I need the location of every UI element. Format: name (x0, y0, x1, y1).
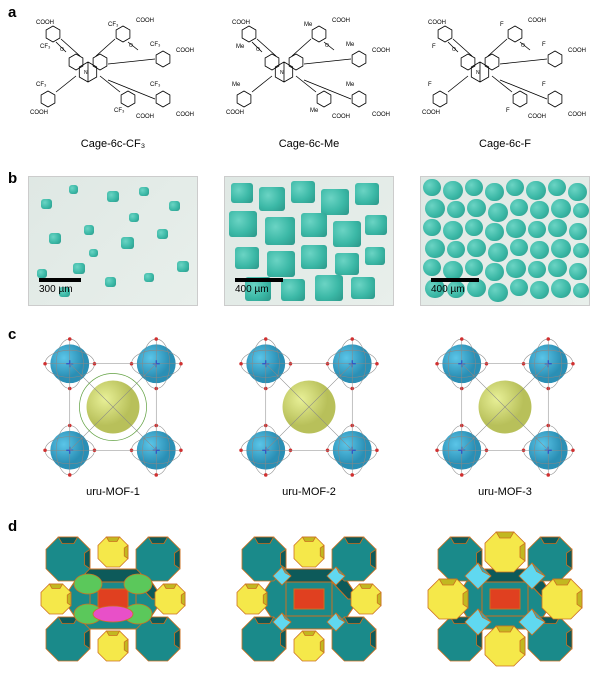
svg-text:COOH: COOH (568, 112, 586, 118)
svg-text:F: F (500, 22, 504, 28)
svg-text:COOH: COOH (36, 20, 54, 26)
svg-text:COOH: COOH (422, 110, 440, 116)
svg-text:O: O (60, 47, 64, 53)
svg-text:COOH: COOH (528, 18, 546, 24)
svg-text:Me: Me (236, 44, 245, 50)
svg-text:Me: Me (346, 82, 355, 88)
microscopy-0: 300 µm (28, 176, 198, 306)
svg-text:Me: Me (304, 22, 313, 28)
svg-text:Me: Me (346, 42, 355, 48)
svg-text:O: O (452, 47, 456, 53)
svg-text:COOH: COOH (226, 110, 244, 116)
svg-text:COOH: COOH (176, 48, 194, 54)
crystal-caption: uru-MOF-2 (282, 486, 336, 498)
chem-caption: Cage-6c-CF₃ (81, 138, 145, 150)
svg-text:COOH: COOH (428, 20, 446, 26)
svg-text:CF₃: CF₃ (114, 108, 125, 114)
svg-text:O: O (325, 43, 329, 49)
svg-text:COOH: COOH (136, 18, 154, 24)
chem-caption: Cage-6c-Me (279, 138, 340, 150)
polyhedra-2 (420, 524, 590, 674)
svg-text:F: F (506, 108, 510, 114)
svg-text:F: F (542, 42, 546, 48)
svg-text:N: N (280, 70, 284, 76)
svg-text:CF₃: CF₃ (150, 82, 161, 88)
chem-structure-0: COOH COOH COOH COOH COOH COOH CF₃ CF₃ CF… (28, 4, 198, 150)
svg-text:CF₃: CF₃ (150, 42, 161, 48)
svg-text:COOH: COOH (136, 114, 154, 120)
chem-caption: Cage-6c-F (479, 138, 531, 150)
svg-text:COOH: COOH (372, 48, 390, 54)
row-polyhedra (28, 524, 590, 674)
svg-text:COOH: COOH (30, 110, 48, 116)
chem-structure-1: COOH COOH COOH COOH COOH COOH Me Me Me M… (224, 4, 394, 150)
polyhedra-1 (224, 524, 394, 674)
scalebar: 400 µm (235, 278, 283, 295)
row-chemical-structures: COOH COOH COOH COOH COOH COOH CF₃ CF₃ CF… (28, 4, 590, 150)
panel-label-c: c (8, 326, 16, 343)
svg-text:Me: Me (310, 108, 319, 114)
crystal-caption: uru-MOF-1 (86, 486, 140, 498)
svg-text:F: F (428, 82, 432, 88)
svg-text:O: O (521, 43, 525, 49)
crystal-structure-2: uru-MOF-3 (420, 332, 590, 498)
row-crystal-structures: uru-MOF-1 (28, 332, 590, 498)
svg-text:N: N (476, 70, 480, 76)
svg-text:N: N (84, 70, 88, 76)
svg-text:COOH: COOH (372, 112, 390, 118)
svg-text:O: O (256, 47, 260, 53)
svg-text:O: O (129, 43, 133, 49)
microscopy-2: 400 µm (420, 176, 590, 306)
crystal-structure-0: uru-MOF-1 (28, 332, 198, 498)
microscopy-1: 400 µm (224, 176, 394, 306)
polyhedra-0 (28, 524, 198, 674)
crystal-caption: uru-MOF-3 (478, 486, 532, 498)
svg-text:F: F (542, 82, 546, 88)
svg-text:F: F (432, 44, 436, 50)
crystal-structure-1: uru-MOF-2 (224, 332, 394, 498)
row-microscopy: 300 µm 400 µm 400 µm (28, 176, 590, 306)
panel-label-a: a (8, 4, 16, 21)
svg-text:CF₃: CF₃ (36, 82, 47, 88)
svg-text:CF₃: CF₃ (108, 22, 119, 28)
svg-text:COOH: COOH (176, 112, 194, 118)
scalebar: 400 µm (431, 278, 479, 295)
svg-text:COOH: COOH (332, 114, 350, 120)
svg-text:Me: Me (232, 82, 241, 88)
svg-text:CF₃: CF₃ (40, 44, 51, 50)
svg-text:COOH: COOH (568, 48, 586, 54)
chem-structure-2: COOH COOH COOH COOH COOH COOH F F F F F … (420, 4, 590, 150)
panel-label-d: d (8, 518, 17, 535)
svg-text:COOH: COOH (528, 114, 546, 120)
scalebar: 300 µm (39, 278, 81, 295)
svg-text:COOH: COOH (332, 18, 350, 24)
panel-label-b: b (8, 170, 17, 187)
svg-text:COOH: COOH (232, 20, 250, 26)
